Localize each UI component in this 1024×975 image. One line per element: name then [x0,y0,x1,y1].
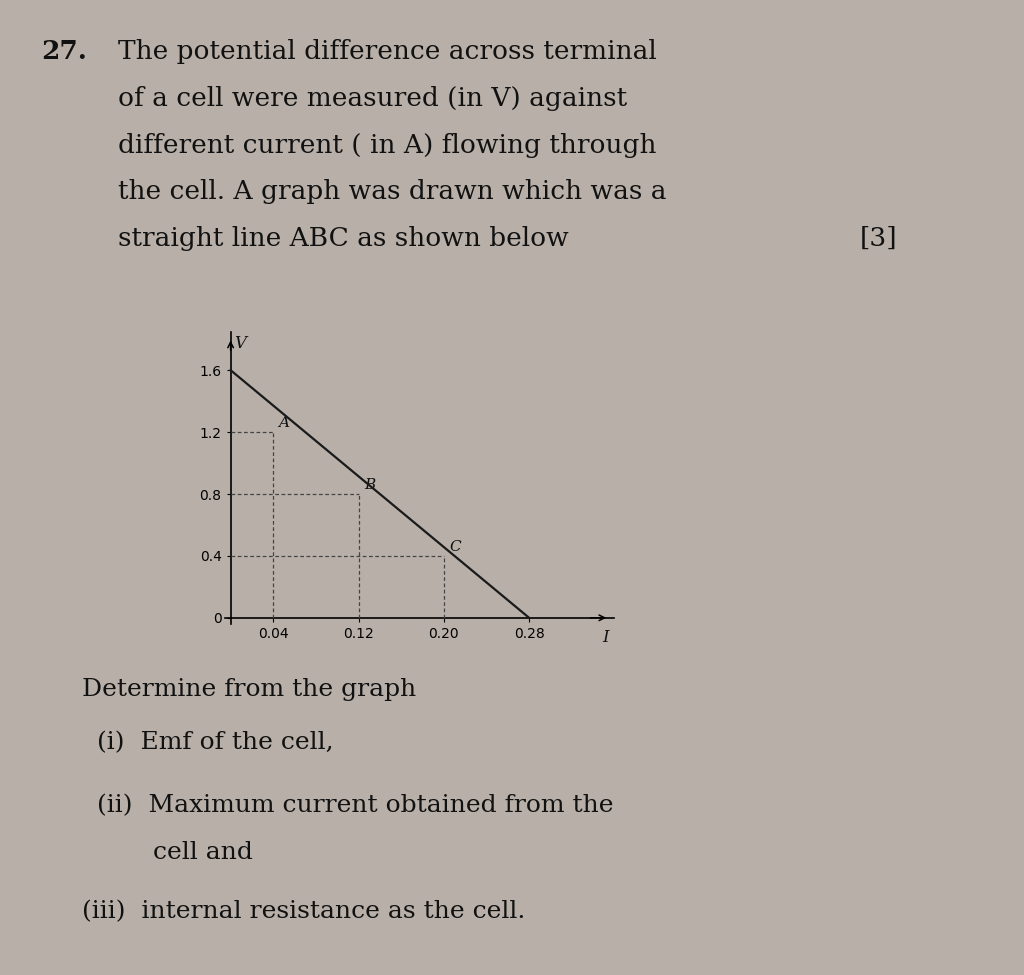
Text: C: C [450,539,461,554]
Text: straight line ABC as shown below: straight line ABC as shown below [118,226,568,252]
Text: cell and: cell and [97,841,253,865]
Text: the cell. A graph was drawn which was a: the cell. A graph was drawn which was a [118,179,667,205]
Text: I: I [602,629,609,645]
Text: 27.: 27. [41,39,87,64]
Text: B: B [364,478,375,491]
Text: A: A [279,415,290,430]
Text: V: V [233,334,246,352]
Text: [3]: [3] [860,226,898,252]
Text: (i)  Emf of the cell,: (i) Emf of the cell, [97,731,334,755]
Text: Determine from the graph: Determine from the graph [82,678,416,701]
Text: (iii)  internal resistance as the cell.: (iii) internal resistance as the cell. [82,900,525,923]
Text: of a cell were measured (in V) against: of a cell were measured (in V) against [118,86,627,111]
Text: The potential difference across terminal: The potential difference across terminal [118,39,656,64]
Text: different current ( in A) flowing through: different current ( in A) flowing throug… [118,133,656,158]
Text: (ii)  Maximum current obtained from the: (ii) Maximum current obtained from the [97,795,613,818]
